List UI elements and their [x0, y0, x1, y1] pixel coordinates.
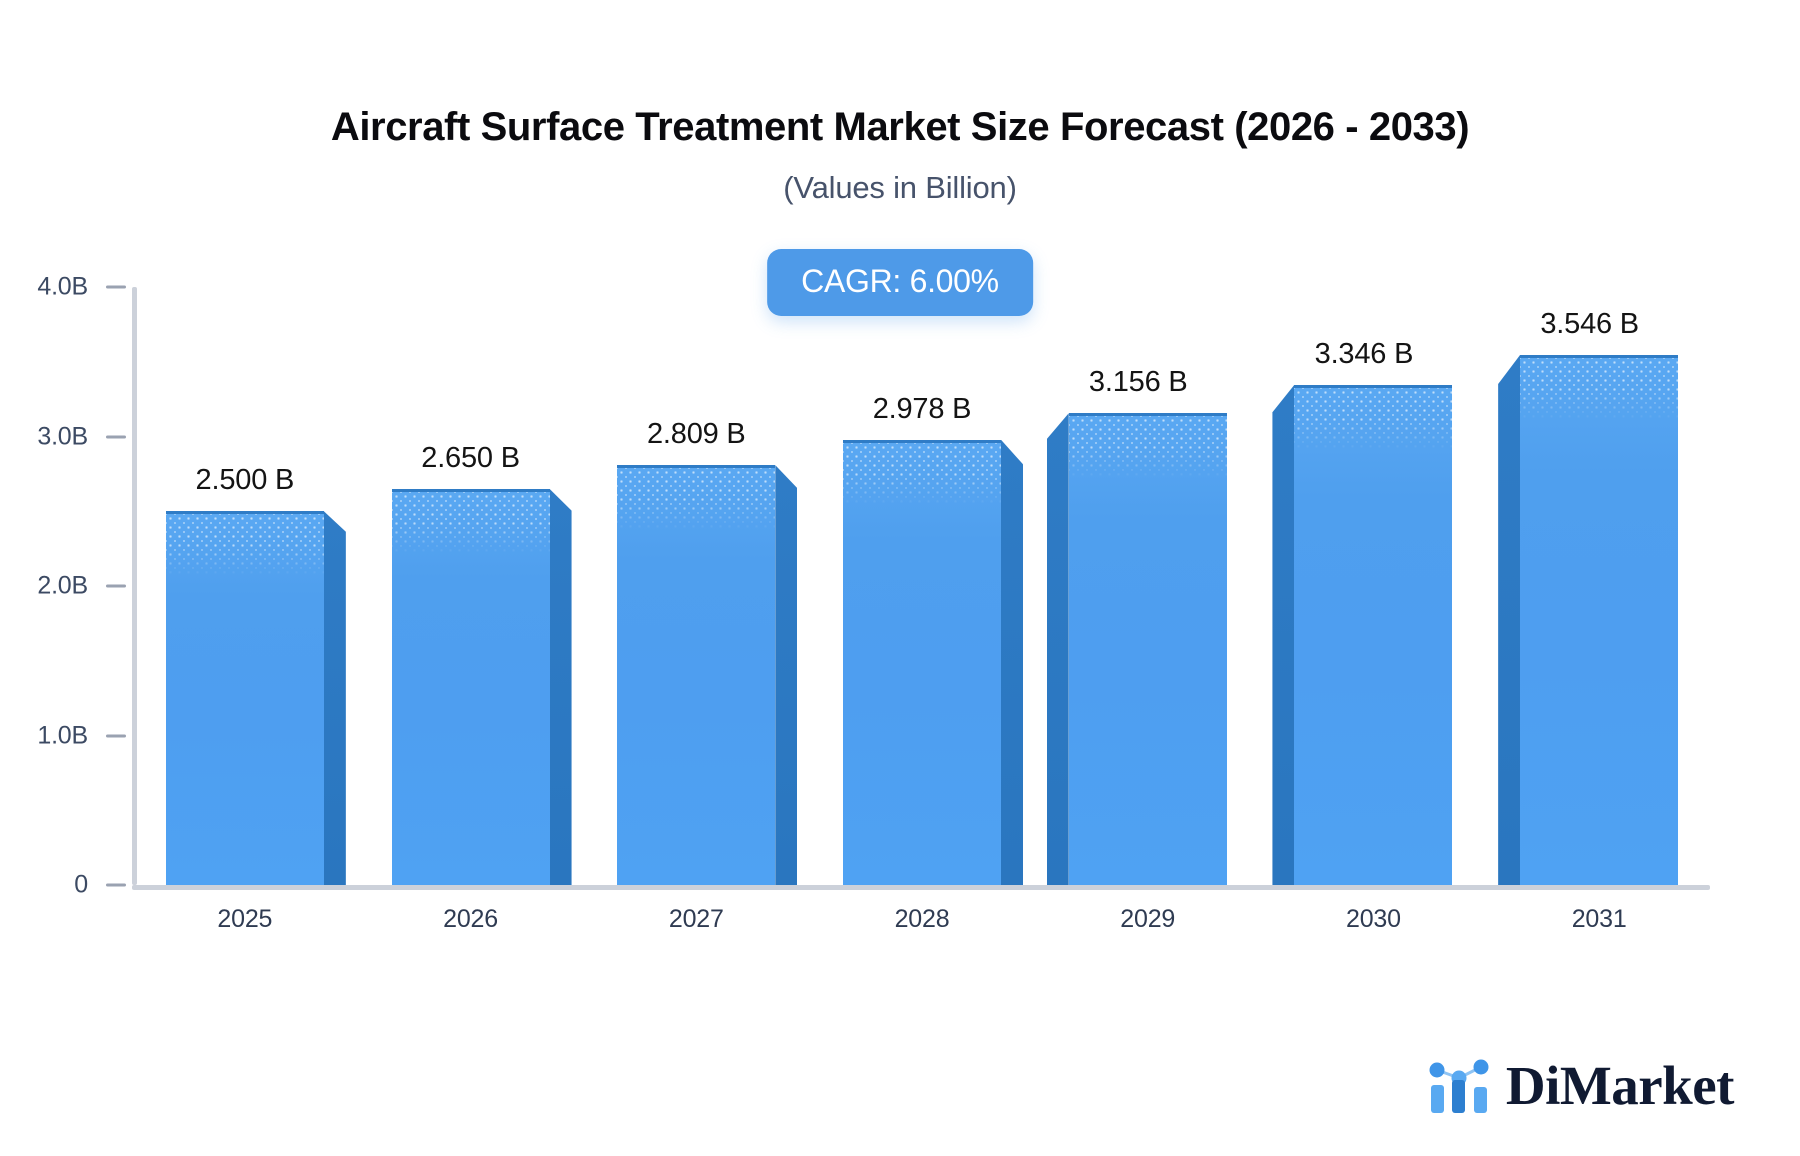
- y-axis-tick-label: 4.0B: [37, 272, 88, 301]
- bar[interactable]: 2.500 B: [165, 464, 346, 885]
- page-title: Aircraft Surface Treatment Market Size F…: [330, 105, 1470, 149]
- bar[interactable]: 3.156 B: [1046, 366, 1227, 885]
- bar-texture: [391, 491, 550, 554]
- bar[interactable]: 2.978 B: [843, 393, 1023, 885]
- y-axis-tick-label: 1.0B: [37, 721, 88, 749]
- bar-texture: [1068, 416, 1227, 479]
- bar-value-label: 3.346 B: [1314, 337, 1414, 370]
- bar-value-label: 2.500 B: [195, 464, 295, 497]
- x-axis-label: 2029: [1120, 905, 1176, 933]
- y-axis-tick-mark: [106, 285, 126, 289]
- bar-side-face: [1001, 439, 1023, 885]
- bar-side-face: [549, 488, 572, 885]
- y-axis-tick: 1.0B: [12, 721, 132, 750]
- y-axis-tick-mark: [106, 883, 126, 887]
- bar-value-label: 2.809 B: [646, 418, 746, 451]
- bar-face: [165, 511, 324, 885]
- x-axis-label: 2026: [443, 905, 498, 933]
- bar-texture: [617, 468, 776, 531]
- y-axis-tick: 0: [12, 871, 132, 900]
- bar-face: [843, 439, 1001, 885]
- x-axis-label: 2025: [217, 905, 273, 933]
- bar[interactable]: 3.346 B: [1272, 338, 1453, 885]
- x-axis-label: 2030: [1346, 905, 1401, 933]
- y-axis-tick-label: 3.0B: [37, 422, 88, 450]
- y-axis-tick-label: 2.0B: [37, 571, 88, 600]
- y-axis-tick-mark: [106, 734, 126, 737]
- bar[interactable]: 3.546 B: [1498, 308, 1679, 885]
- bar-texture: [1294, 387, 1453, 450]
- dimarket-logo-icon: [1429, 1059, 1489, 1113]
- bar-face: [391, 488, 550, 885]
- x-axis-label: 2028: [894, 905, 950, 933]
- bar-side-face: [1272, 384, 1295, 885]
- bar-face: [1294, 384, 1453, 885]
- chart-subtitle: (Values in Billion): [783, 170, 1017, 205]
- y-axis-tick: 4.0B: [12, 273, 132, 302]
- bar-side-face: [775, 465, 798, 885]
- bar-texture: [1520, 357, 1679, 420]
- bar-side-face: [1498, 354, 1521, 885]
- bar-side-face: [1046, 413, 1069, 885]
- bar-value-label: 3.156 B: [1088, 366, 1188, 399]
- x-axis-label: 2027: [668, 905, 724, 933]
- bar-texture: [165, 514, 324, 577]
- y-axis-tick-mark: [106, 584, 126, 588]
- bar[interactable]: 2.809 B: [617, 418, 798, 885]
- x-axis-labels: 2025 2026 2027 2028 2029 2030 2031: [132, 905, 1712, 945]
- cagr-badge: CAGR: 6.00%: [767, 249, 1033, 316]
- bars-layer: 2.500 B 2.650 B 2.809 B 2.978 B 3.156 B 3.346…: [132, 287, 1712, 885]
- y-axis-tick-label: 0: [74, 870, 88, 899]
- brand-name: DiMarket: [1505, 1054, 1735, 1116]
- bar-side-face: [323, 511, 346, 885]
- y-axis-tick-mark: [106, 435, 126, 438]
- bar-face: [1520, 354, 1679, 885]
- y-axis-tick: 3.0B: [12, 422, 132, 451]
- bar-face: [1068, 413, 1227, 885]
- bar-value-label: 3.546 B: [1540, 307, 1639, 340]
- y-axis-line: [132, 287, 137, 885]
- x-axis-line: [132, 885, 1710, 890]
- bar-value-label: 2.650 B: [421, 441, 520, 474]
- y-axis-tick: 2.0B: [12, 572, 132, 601]
- bar-value-label: 2.978 B: [872, 392, 972, 425]
- bar[interactable]: 2.650 B: [391, 442, 572, 885]
- brand-logo: DiMarket: [1428, 1054, 1735, 1116]
- bar-texture: [843, 442, 1001, 505]
- x-axis-label: 2031: [1571, 905, 1627, 933]
- chart-header: Aircraft Surface Treatment Market Size F…: [0, 104, 1800, 206]
- bar-face: [617, 465, 776, 885]
